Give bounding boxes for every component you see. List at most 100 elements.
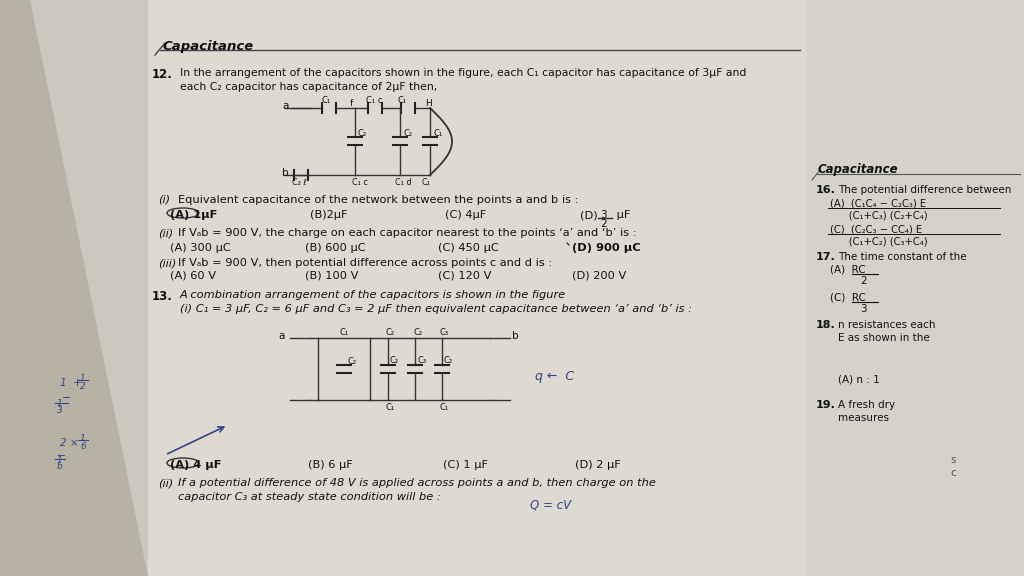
FancyBboxPatch shape [806,0,1024,576]
Text: 1: 1 [80,374,86,383]
Text: H: H [425,99,432,108]
Text: 13.: 13. [152,290,173,303]
Text: s: s [950,455,955,465]
Text: (iii): (iii) [158,258,176,268]
FancyBboxPatch shape [0,0,148,576]
Text: b: b [282,168,289,178]
Text: C₁: C₁ [339,328,348,337]
Text: 1: 1 [57,456,62,465]
Text: (C) 1 μF: (C) 1 μF [443,460,488,470]
Text: C₁ c: C₁ c [352,178,368,187]
Text: In the arrangement of the capacitors shown in the figure, each C₁ capacitor has : In the arrangement of the capacitors sho… [180,68,746,78]
Text: (i): (i) [158,195,170,205]
Text: (A) 1μF: (A) 1μF [170,210,217,220]
Text: If Vₐb = 900 V, the charge on each capacitor nearest to the points ‘a’ and ‘b’ i: If Vₐb = 900 V, the charge on each capac… [178,228,637,238]
Text: (C) 120 V: (C) 120 V [438,271,492,281]
Text: C₂: C₂ [358,129,368,138]
Text: 3: 3 [57,406,62,415]
Text: a: a [278,331,285,341]
Text: The potential difference between: The potential difference between [838,185,1012,195]
Text: (C)  (C₂C₃ − CC₄) E: (C) (C₂C₃ − CC₄) E [830,224,923,234]
Text: C₃: C₃ [440,328,450,337]
Text: C₂ ℓ: C₂ ℓ [292,178,306,187]
Text: Equivalent capacitance of the network between the points a and b is :: Equivalent capacitance of the network be… [178,195,579,205]
Text: 1  +: 1 + [60,378,82,388]
Text: If Vₐb = 900 V, then potential difference across points c and d is :: If Vₐb = 900 V, then potential differenc… [178,258,552,268]
Text: (A) 60 V: (A) 60 V [170,271,216,281]
Text: 2 ×: 2 × [60,438,79,448]
Text: Capacitance: Capacitance [818,163,899,176]
Text: 12.: 12. [152,68,173,81]
Text: n resistances each: n resistances each [838,320,936,330]
Text: (C) 450 μC: (C) 450 μC [438,243,499,253]
Text: capacitor C₃ at steady state condition will be :: capacitor C₃ at steady state condition w… [178,492,440,502]
Text: (B)2μF: (B)2μF [310,210,347,220]
Text: (D) 200 V: (D) 200 V [572,271,627,281]
Text: ─: ─ [57,450,63,460]
Text: C₂: C₂ [386,328,395,337]
Polygon shape [0,0,148,576]
Text: (A) n : 1: (A) n : 1 [838,375,880,385]
Text: (B) 600 μC: (B) 600 μC [305,243,366,253]
Text: E as shown in the: E as shown in the [838,333,930,343]
Text: 2: 2 [860,276,866,286]
Text: q ←  C: q ← C [535,370,574,383]
Text: f: f [350,99,353,108]
Text: C₂: C₂ [390,356,399,365]
Text: 3: 3 [860,304,866,314]
Text: (C₁+C₂) (C₃+C₄): (C₁+C₂) (C₃+C₄) [830,236,928,246]
Text: C₃: C₃ [417,356,426,365]
Text: (D) 900 μC: (D) 900 μC [572,243,641,253]
Text: C₁: C₁ [398,96,408,105]
Text: C₁: C₁ [439,403,449,412]
Text: C₁ c: C₁ c [366,96,383,105]
Text: 17.: 17. [816,252,836,262]
Text: (D) 2 μF: (D) 2 μF [575,460,621,470]
Text: (C) 4μF: (C) 4μF [445,210,486,220]
Text: (ii): (ii) [158,478,173,488]
Text: each C₂ capacitor has capacitance of 2μF then,: each C₂ capacitor has capacitance of 2μF… [180,82,437,92]
Text: b: b [512,331,518,341]
Text: Q = cV: Q = cV [530,498,571,511]
Text: If a potential difference of 48 V is applied across points a and b, then charge : If a potential difference of 48 V is app… [178,478,656,488]
Text: 1: 1 [80,434,86,443]
Text: 2: 2 [80,382,86,391]
Text: (B) 100 V: (B) 100 V [305,271,358,281]
Text: b: b [57,462,62,471]
Text: (B) 6 μF: (B) 6 μF [308,460,352,470]
Text: measures: measures [838,413,889,423]
Text: (i) C₁ = 3 μF, C₂ = 6 μF and C₃ = 2 μF then equivalent capacitance between ‘a’ a: (i) C₁ = 3 μF, C₂ = 6 μF and C₃ = 2 μF t… [180,304,692,314]
Text: 18.: 18. [816,320,836,330]
Text: a: a [282,101,289,111]
Text: C₂: C₂ [444,356,454,365]
Text: (A) 4 μF: (A) 4 μF [170,460,221,470]
Text: 6: 6 [80,442,86,451]
Text: (A) 300 μC: (A) 300 μC [170,243,230,253]
Text: Capacitance: Capacitance [163,40,254,53]
Text: (A)  RC: (A) RC [830,264,865,274]
Text: The time constant of the: The time constant of the [838,252,967,262]
Text: 19.: 19. [816,400,836,410]
Text: C₁: C₁ [422,178,431,187]
Text: C₁ d: C₁ d [395,178,412,187]
Text: (ii): (ii) [158,228,173,238]
Text: C₁: C₁ [385,403,394,412]
Text: 16.: 16. [816,185,836,195]
Text: μF: μF [613,210,631,220]
Text: C₂: C₂ [413,328,422,337]
Text: 1: 1 [57,399,62,408]
Text: 2: 2 [600,219,606,229]
Text: (A)  (C₁C₄ − C₂C₃) E: (A) (C₁C₄ − C₂C₃) E [830,198,926,208]
Text: C₁: C₁ [433,129,442,138]
Text: C₂: C₂ [403,129,412,138]
Text: (C)  RC: (C) RC [830,292,866,302]
Text: (C₁+C₃) (C₂+C₄): (C₁+C₃) (C₂+C₄) [830,210,928,220]
Text: C₂: C₂ [347,357,356,366]
Text: A combination arrangement of the capacitors is shown in the figure: A combination arrangement of the capacit… [180,290,566,300]
Text: C₁: C₁ [322,96,331,105]
Text: A fresh dry: A fresh dry [838,400,895,410]
Text: c: c [950,468,955,478]
Text: 3: 3 [600,210,606,220]
Text: ─: ─ [62,392,69,402]
Text: (D): (D) [580,210,601,220]
